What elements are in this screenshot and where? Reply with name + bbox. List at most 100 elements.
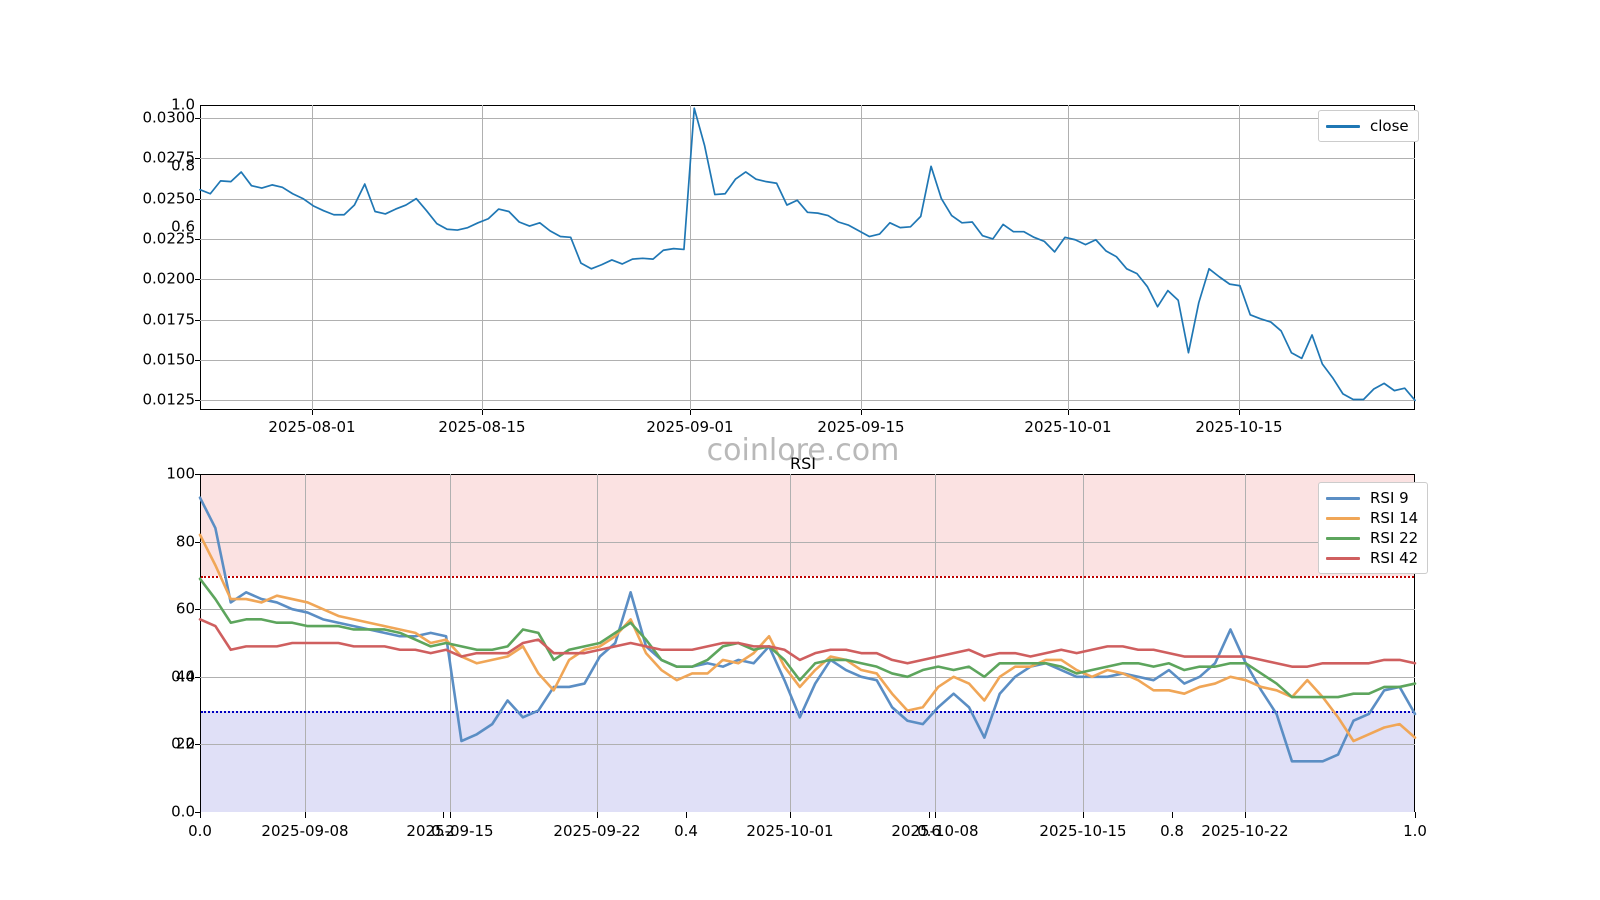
- price-x-tick-label: 2025-10-01: [1024, 418, 1112, 436]
- price-y-overlay-tick-label: 1.0: [171, 95, 195, 114]
- price-gridline-v: [1239, 105, 1240, 410]
- price-plot-area: [200, 105, 1415, 410]
- price-y-tickmark: [195, 117, 200, 119]
- price-y-tick-label: 0.0300: [142, 108, 196, 127]
- price-gridline-v: [690, 105, 691, 410]
- price-y-overlay-tick-label: 0.8: [171, 156, 195, 175]
- rsi-x-tick-label: 2025-09-08: [261, 822, 349, 840]
- rsi-x-tickmark: [597, 812, 598, 818]
- rsi-y-overlay-tickmark: [195, 676, 200, 678]
- price-y-tickmark: [195, 400, 200, 402]
- price-gridline: [200, 319, 1415, 321]
- price-y-tickmark: [195, 319, 200, 321]
- rsi-x-overlay-tickmark: [1415, 812, 1416, 818]
- legend-item-rsi-22[interactable]: RSI 22: [1326, 528, 1418, 548]
- rsi-y-tick-label: 80: [175, 532, 195, 551]
- rsi-y-tickmark: [195, 474, 200, 475]
- price-y-tick-label: 0.0225: [142, 229, 196, 248]
- rsi-gridline-v: [935, 474, 936, 812]
- price-x-tick-label: 2025-09-01: [646, 418, 734, 436]
- rsi-oversold-band: [201, 710, 1414, 812]
- legend-item-rsi-42[interactable]: RSI 42: [1326, 548, 1418, 568]
- rsi-x-tick-label: 2025-10-08: [891, 822, 979, 840]
- rsi-y-overlay-tick-label: 0.2: [171, 734, 195, 753]
- price-gridline: [200, 400, 1415, 402]
- price-y-tickmark: [195, 360, 200, 361]
- rsi-x-tick-label: 2025-10-22: [1201, 822, 1289, 840]
- legend-item-close[interactable]: close: [1326, 116, 1409, 136]
- rsi-legend[interactable]: RSI 9 RSI 14 RSI 22 RSI 42: [1318, 482, 1429, 574]
- price-gridline: [200, 117, 1415, 119]
- price-x-tickmark: [690, 410, 691, 415]
- price-x-tickmark: [482, 410, 483, 415]
- rsi-x-overlay-tickmark: [686, 812, 687, 818]
- rsi-gridline: [200, 609, 1415, 611]
- legend-swatch-rsi-9: [1326, 496, 1360, 500]
- rsi-x-overlay-tickmark: [1172, 812, 1173, 818]
- rsi-x-tickmark: [1083, 812, 1084, 818]
- price-y-overlay-tick-label: 0.6: [171, 217, 195, 236]
- legend-swatch-rsi-22: [1326, 536, 1360, 540]
- rsi-y-tick-label: 60: [175, 599, 195, 618]
- rsi-x-tick-label: 2025-09-15: [406, 822, 494, 840]
- rsi-x-tick-label: 2025-10-15: [1039, 822, 1127, 840]
- price-y-tickmark: [195, 198, 200, 200]
- price-gridline: [200, 198, 1415, 200]
- rsi-gridline-v: [1245, 474, 1246, 812]
- price-x-tick-label: 2025-08-15: [438, 418, 526, 436]
- price-y-tick-label: 0.0275: [142, 148, 196, 167]
- rsi-x-tickmark: [450, 812, 451, 818]
- price-x-tickmark: [861, 410, 862, 415]
- legend-label-rsi-42: RSI 42: [1370, 549, 1419, 567]
- rsi-x-tickmark: [1245, 812, 1246, 818]
- rsi-y-tick-label: 20: [175, 734, 195, 753]
- price-x-tickmark: [312, 410, 313, 415]
- rsi-y-tickmark: [195, 541, 200, 543]
- legend-swatch-close: [1326, 124, 1360, 128]
- rsi-x-overlay-tick-label: 0.0: [188, 822, 212, 840]
- legend-label-rsi-14: RSI 14: [1370, 509, 1419, 527]
- rsi-y-overlay-tick-label: 0.4: [171, 667, 195, 686]
- rsi-gridline-v: [790, 474, 791, 812]
- price-y-tick-label: 0.0150: [142, 350, 196, 369]
- price-x-tick-label: 2025-09-15: [817, 418, 905, 436]
- rsi-y-overlay-tick-label: 0.0: [171, 802, 195, 821]
- price-y-tickmark: [195, 279, 200, 281]
- price-gridline-v: [1068, 105, 1069, 410]
- price-y-tick-label: 0.0125: [142, 390, 196, 409]
- rsi-x-overlay-tickmark: [443, 812, 444, 818]
- rsi-gridline-v: [1083, 474, 1084, 812]
- rsi-overbought-line: [201, 576, 1414, 578]
- rsi-x-tick-label: 2025-09-22: [553, 822, 641, 840]
- rsi-panel: 100 80 60 40 20 0.4 0.2 0.0 2025-09-08 2025-09-…: [0, 445, 1600, 900]
- rsi-gridline: [200, 744, 1415, 746]
- rsi-x-overlay-tickmark: [200, 812, 201, 818]
- price-gridline: [200, 279, 1415, 281]
- rsi-y-tickmark: [195, 609, 200, 611]
- rsi-line-chart: [198, 496, 1417, 763]
- rsi-x-tickmark: [935, 812, 936, 818]
- rsi-x-overlay-tick-label: 0.6: [917, 822, 941, 840]
- rsi-x-tickmark: [305, 812, 306, 818]
- price-y-tick-label: 0.0200: [142, 269, 196, 288]
- legend-item-rsi-14[interactable]: RSI 14: [1326, 508, 1418, 528]
- rsi-oversold-line: [201, 711, 1414, 713]
- rsi-x-tick-label: 2025-10-01: [746, 822, 834, 840]
- price-y-tickmark: [195, 238, 200, 240]
- price-legend[interactable]: close: [1318, 110, 1419, 142]
- price-x-tickmark: [1239, 410, 1240, 415]
- rsi-x-overlay-tick-label: 1.0: [1403, 822, 1427, 840]
- legend-label-rsi-9: RSI 9: [1370, 489, 1409, 507]
- price-gridline-v: [312, 105, 313, 410]
- price-gridline: [200, 360, 1415, 361]
- price-gridline-v: [861, 105, 862, 410]
- rsi-panel-title: RSI: [790, 454, 816, 473]
- price-y-tick-label: 0.0250: [142, 189, 196, 208]
- rsi-y-overlay-tickmark: [195, 812, 200, 813]
- legend-label-close: close: [1370, 117, 1409, 135]
- price-line-chart: [199, 107, 1416, 402]
- price-gridline: [200, 238, 1415, 240]
- price-x-tick-label: 2025-10-15: [1195, 418, 1283, 436]
- price-x-tick-label: 2025-08-01: [268, 418, 356, 436]
- legend-item-rsi-9[interactable]: RSI 9: [1326, 488, 1418, 508]
